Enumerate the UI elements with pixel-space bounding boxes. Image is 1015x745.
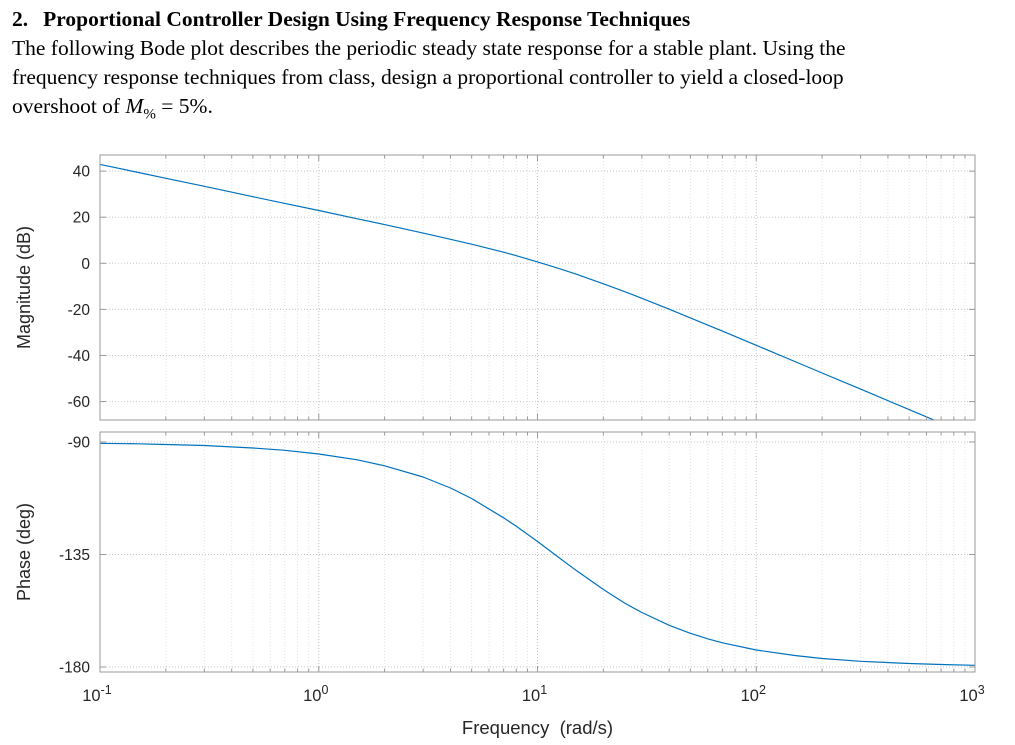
y-tick-label: -135 [59, 547, 90, 564]
x-tick-exponent: 1 [540, 683, 547, 697]
statement-line-1: The following Bode plot describes the pe… [12, 36, 846, 60]
statement-line-3-prefix: overshoot of [12, 94, 126, 118]
phase-curve [100, 442, 975, 666]
math-variable: M [125, 94, 144, 118]
problem-title: 2. Proportional Controller Design Using F… [12, 5, 1001, 34]
statement-line-3: overshoot of M% = 5%. [12, 92, 1001, 129]
y-tick-label: -40 [68, 348, 91, 365]
problem-number: 2. [12, 7, 29, 31]
x-tick-label: 100 [303, 683, 328, 705]
y-tick-label: 0 [81, 256, 90, 273]
y-tick-label: -60 [68, 394, 91, 411]
x-tick-exponent: 3 [978, 683, 985, 697]
y-tick-label: 20 [73, 210, 91, 227]
y-tick-label: -20 [68, 302, 91, 319]
problem-title-text: Proportional Controller Design Using Fre… [43, 7, 691, 31]
math-equation: = 5%. [155, 94, 213, 118]
problem-header: 2. Proportional Controller Design Using F… [0, 0, 1015, 140]
magnitude-axis-label: Magnitude (dB) [14, 226, 34, 349]
math-subscript: % [143, 106, 156, 123]
x-tick-label: 103 [959, 683, 984, 705]
magnitude-curve [100, 163, 936, 420]
bode-plot-figure: 40 20 0 -20 -40 -60 Magnitude (dB) -90 -135 -180 P… [0, 140, 1015, 745]
x-tick-label: 101 [522, 683, 547, 705]
problem-statement: The following Bode plot describes the pe… [12, 34, 1001, 129]
x-tick-exponent: 0 [321, 683, 328, 697]
x-tick-exponent: 2 [759, 683, 766, 697]
magnitude-subplot: 40 20 0 -20 -40 -60 Magnitude (dB) [14, 154, 976, 421]
phase-axis-label: Phase (deg) [14, 503, 34, 601]
x-tick-exponent: -1 [101, 683, 112, 697]
statement-line-2: frequency response techniques from class… [12, 65, 844, 89]
x-tick-label: 10-1 [82, 683, 112, 705]
x-axis-label: Frequency (rad/s) [462, 717, 613, 738]
y-tick-label: -180 [59, 660, 90, 677]
y-tick-label: 40 [73, 164, 91, 181]
y-tick-label: -90 [68, 435, 91, 452]
x-tick-label: 102 [741, 683, 766, 705]
phase-subplot: -90 -135 -180 Phase (deg) [14, 431, 976, 677]
